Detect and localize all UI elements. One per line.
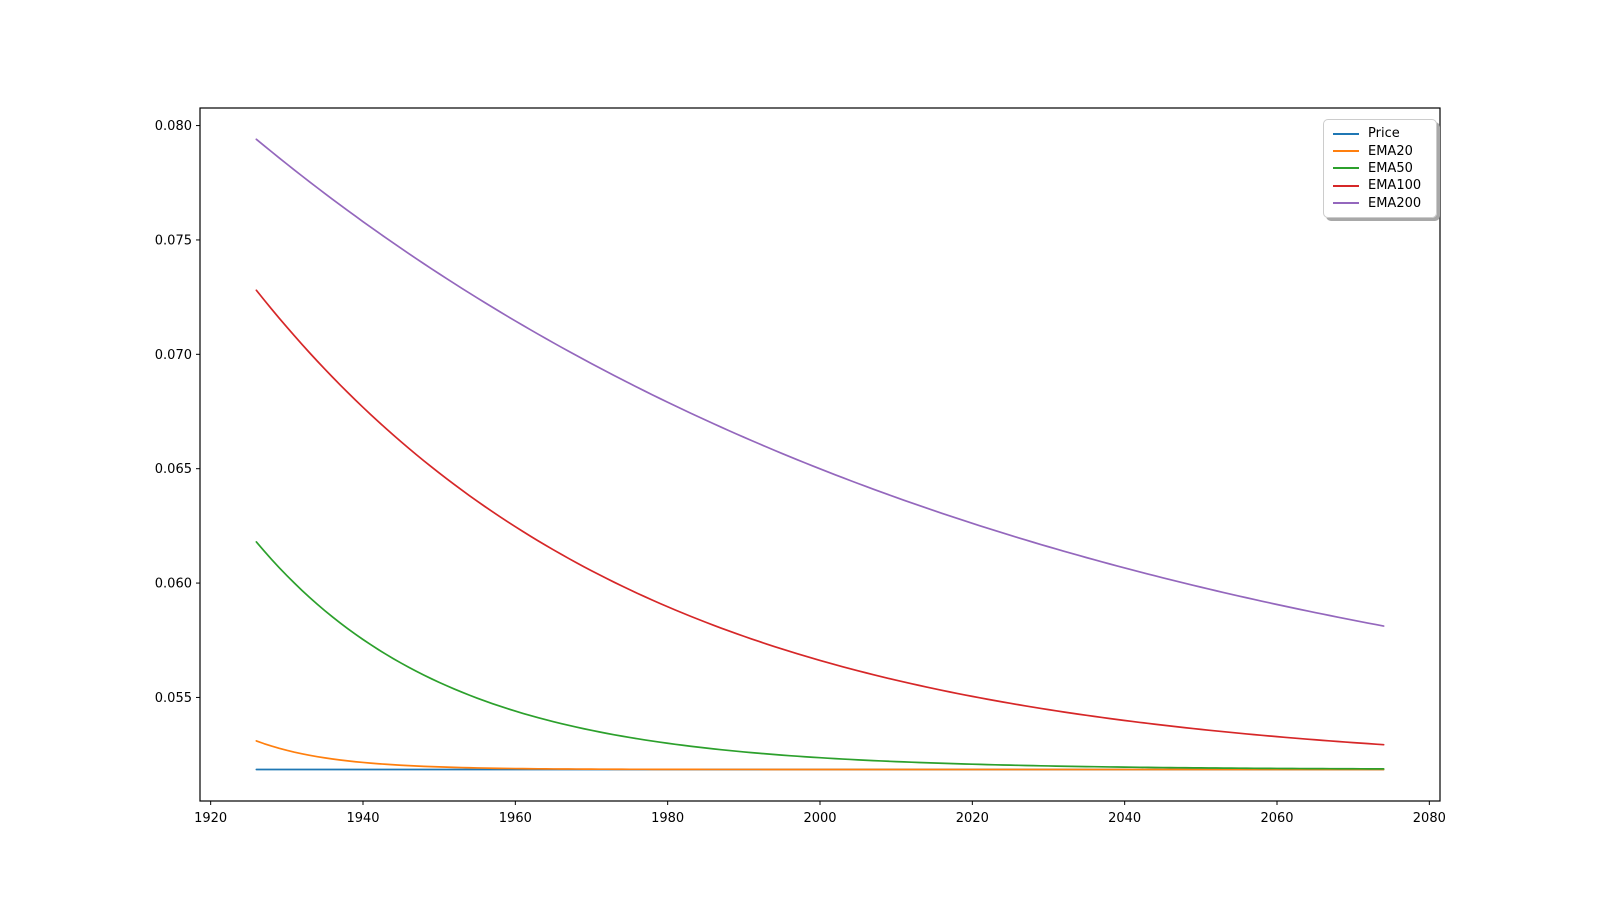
y-tick-label: 0.060 — [155, 577, 192, 592]
x-tick-label: 1960 — [499, 811, 532, 826]
x-tick-label: 2000 — [803, 811, 836, 826]
legend-label: EMA100 — [1368, 178, 1422, 194]
legend-line-swatch-ema200 — [1333, 202, 1359, 205]
legend-line-swatch-price — [1333, 132, 1359, 135]
legend-entry: EMA20 — [1333, 145, 1432, 158]
legend-line-swatch-ema20 — [1333, 150, 1359, 153]
legend-line-swatch-ema100 — [1333, 184, 1359, 187]
legend-entry: EMA200 — [1333, 197, 1432, 210]
x-tick-label: 2080 — [1413, 811, 1446, 826]
plot-border — [199, 107, 1441, 802]
y-tick-label: 0.080 — [155, 119, 192, 134]
legend-entry: Price — [1333, 127, 1432, 140]
series-line-ema50 — [255, 541, 1385, 770]
legend: Price EMA20 EMA50 EMA100 EMA200 — [1323, 119, 1437, 218]
legend-label: EMA50 — [1368, 160, 1413, 176]
x-tick-label: 2020 — [956, 811, 989, 826]
y-tick-label: 0.075 — [155, 233, 192, 248]
series-line-ema200 — [255, 138, 1385, 627]
y-tick-label: 0.070 — [155, 348, 192, 363]
series-line-ema20 — [255, 740, 1385, 771]
x-tick-label: 1940 — [346, 811, 379, 826]
legend-label: EMA200 — [1368, 195, 1422, 211]
legend-label: Price — [1368, 126, 1400, 142]
y-tick-label: 0.055 — [155, 691, 192, 706]
x-tick-label: 1920 — [194, 811, 227, 826]
y-tick-label: 0.065 — [155, 462, 192, 477]
legend-line-swatch-ema50 — [1333, 167, 1359, 170]
series-line-ema100 — [255, 289, 1385, 746]
legend-entry: EMA100 — [1333, 179, 1432, 192]
x-tick-label: 1980 — [651, 811, 684, 826]
legend-label: EMA20 — [1368, 143, 1413, 159]
x-tick-label: 2060 — [1260, 811, 1293, 826]
x-tick-label: 2040 — [1108, 811, 1141, 826]
legend-entry: EMA50 — [1333, 162, 1432, 175]
